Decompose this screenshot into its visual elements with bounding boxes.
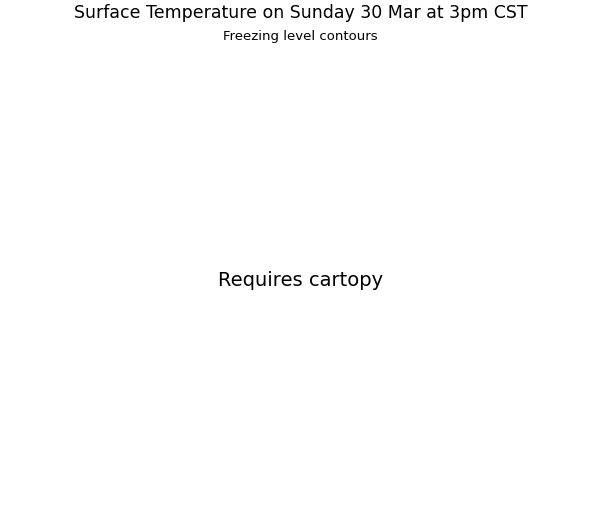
Text: Requires cartopy: Requires cartopy — [218, 271, 383, 290]
Text: Surface Temperature on Sunday 30 Mar at 3pm CST: Surface Temperature on Sunday 30 Mar at … — [74, 4, 527, 22]
Text: Freezing level contours: Freezing level contours — [223, 30, 378, 43]
